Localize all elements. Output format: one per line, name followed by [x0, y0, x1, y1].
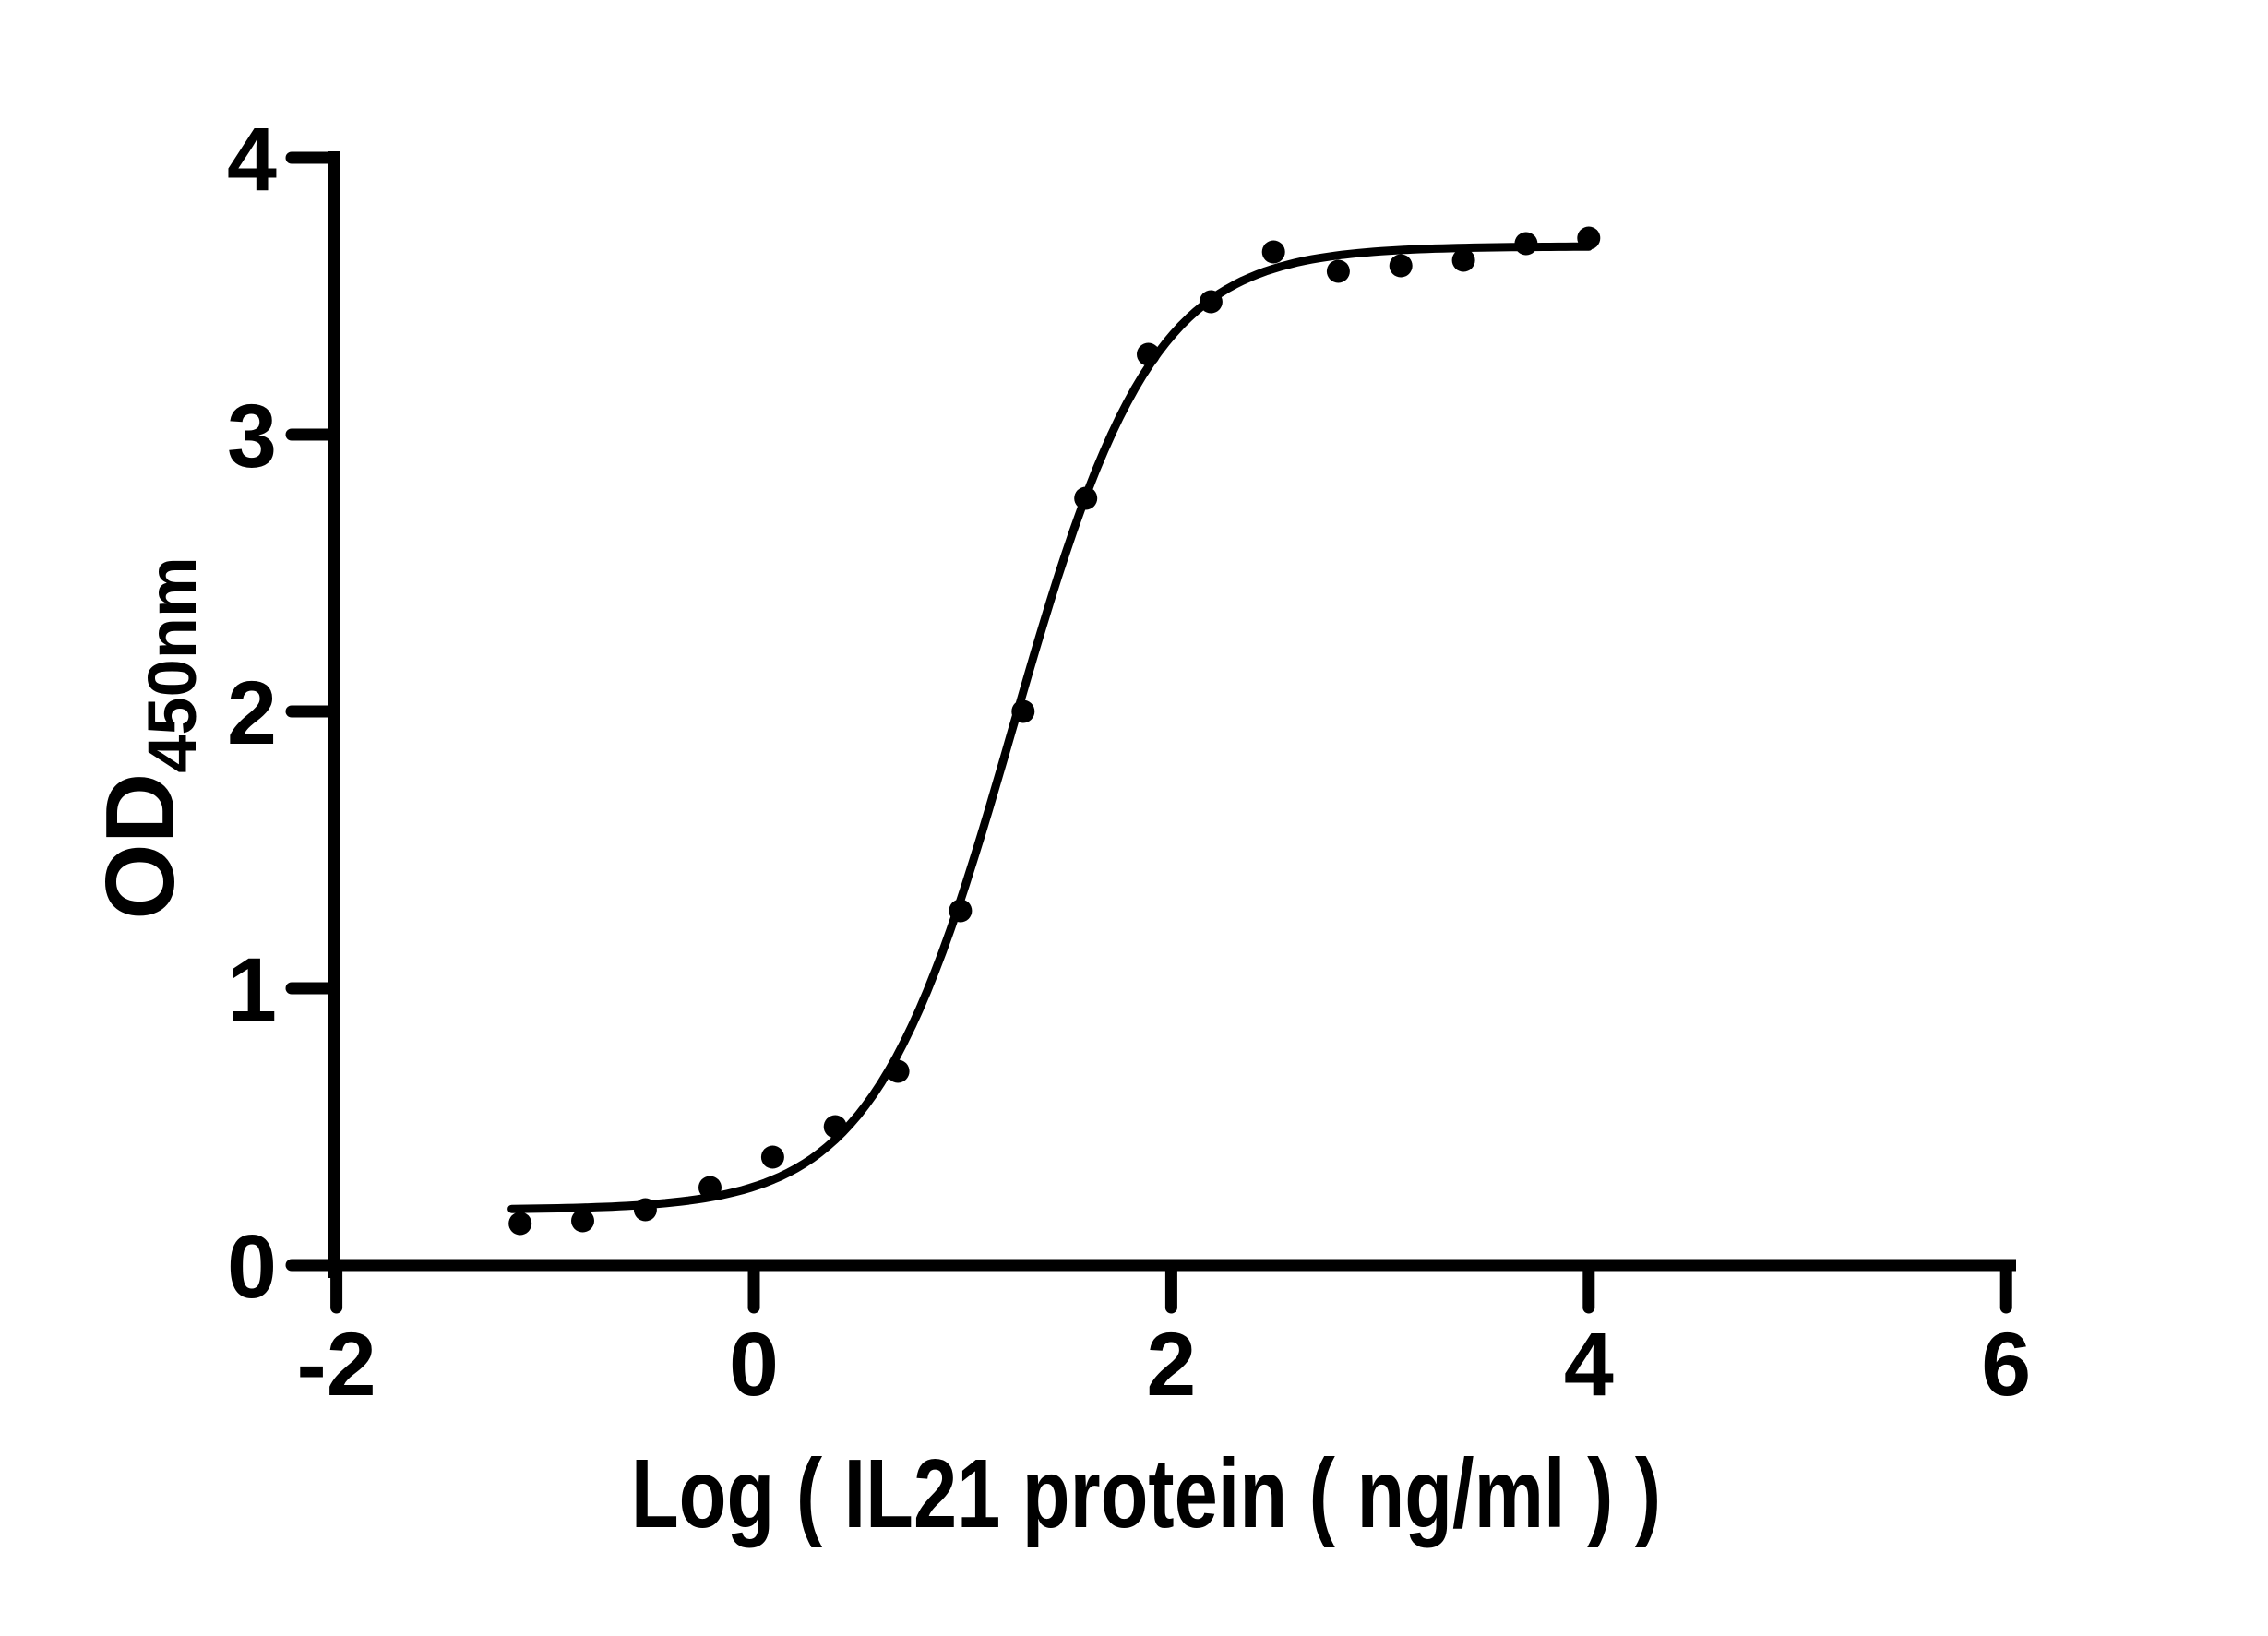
y-tick-label: 3 [227, 386, 277, 486]
x-tick-label: 4 [1564, 1314, 1614, 1415]
data-point [1389, 254, 1413, 278]
data-point [1199, 290, 1223, 314]
x-axis-title: Log ( IL21 protein ( ng/ml ) ) [631, 1439, 1661, 1548]
y-axis-title: OD450nm [86, 556, 210, 919]
data-point [698, 1176, 722, 1200]
data-point [508, 1212, 532, 1236]
data-point [1074, 486, 1098, 510]
y-tick-label: 1 [227, 939, 277, 1040]
data-point [1326, 259, 1350, 283]
data-point [1011, 699, 1035, 723]
y-tick-label: 0 [227, 1216, 277, 1317]
y-tick-label: 4 [227, 109, 277, 209]
data-point [760, 1145, 784, 1169]
fit-curve [507, 242, 1594, 1213]
y-axis-title-main: OD [86, 773, 195, 920]
data-point [1451, 248, 1475, 272]
data-point [1514, 232, 1538, 256]
x-tick-label: 6 [1981, 1314, 2031, 1415]
x-tick-label: 2 [1146, 1314, 1196, 1415]
data-point [1137, 342, 1160, 366]
data-point [886, 1059, 910, 1083]
data-point [1261, 240, 1285, 264]
data-point [949, 899, 973, 923]
y-axis-title-subscript: 450nm [134, 556, 210, 772]
data-point [571, 1209, 594, 1233]
x-tick-label: -2 [296, 1314, 376, 1415]
y-tick-label: 2 [227, 663, 277, 763]
data-point [633, 1198, 657, 1222]
data-point [823, 1115, 847, 1139]
data-point [1577, 226, 1601, 250]
x-tick-label: 0 [729, 1314, 779, 1415]
